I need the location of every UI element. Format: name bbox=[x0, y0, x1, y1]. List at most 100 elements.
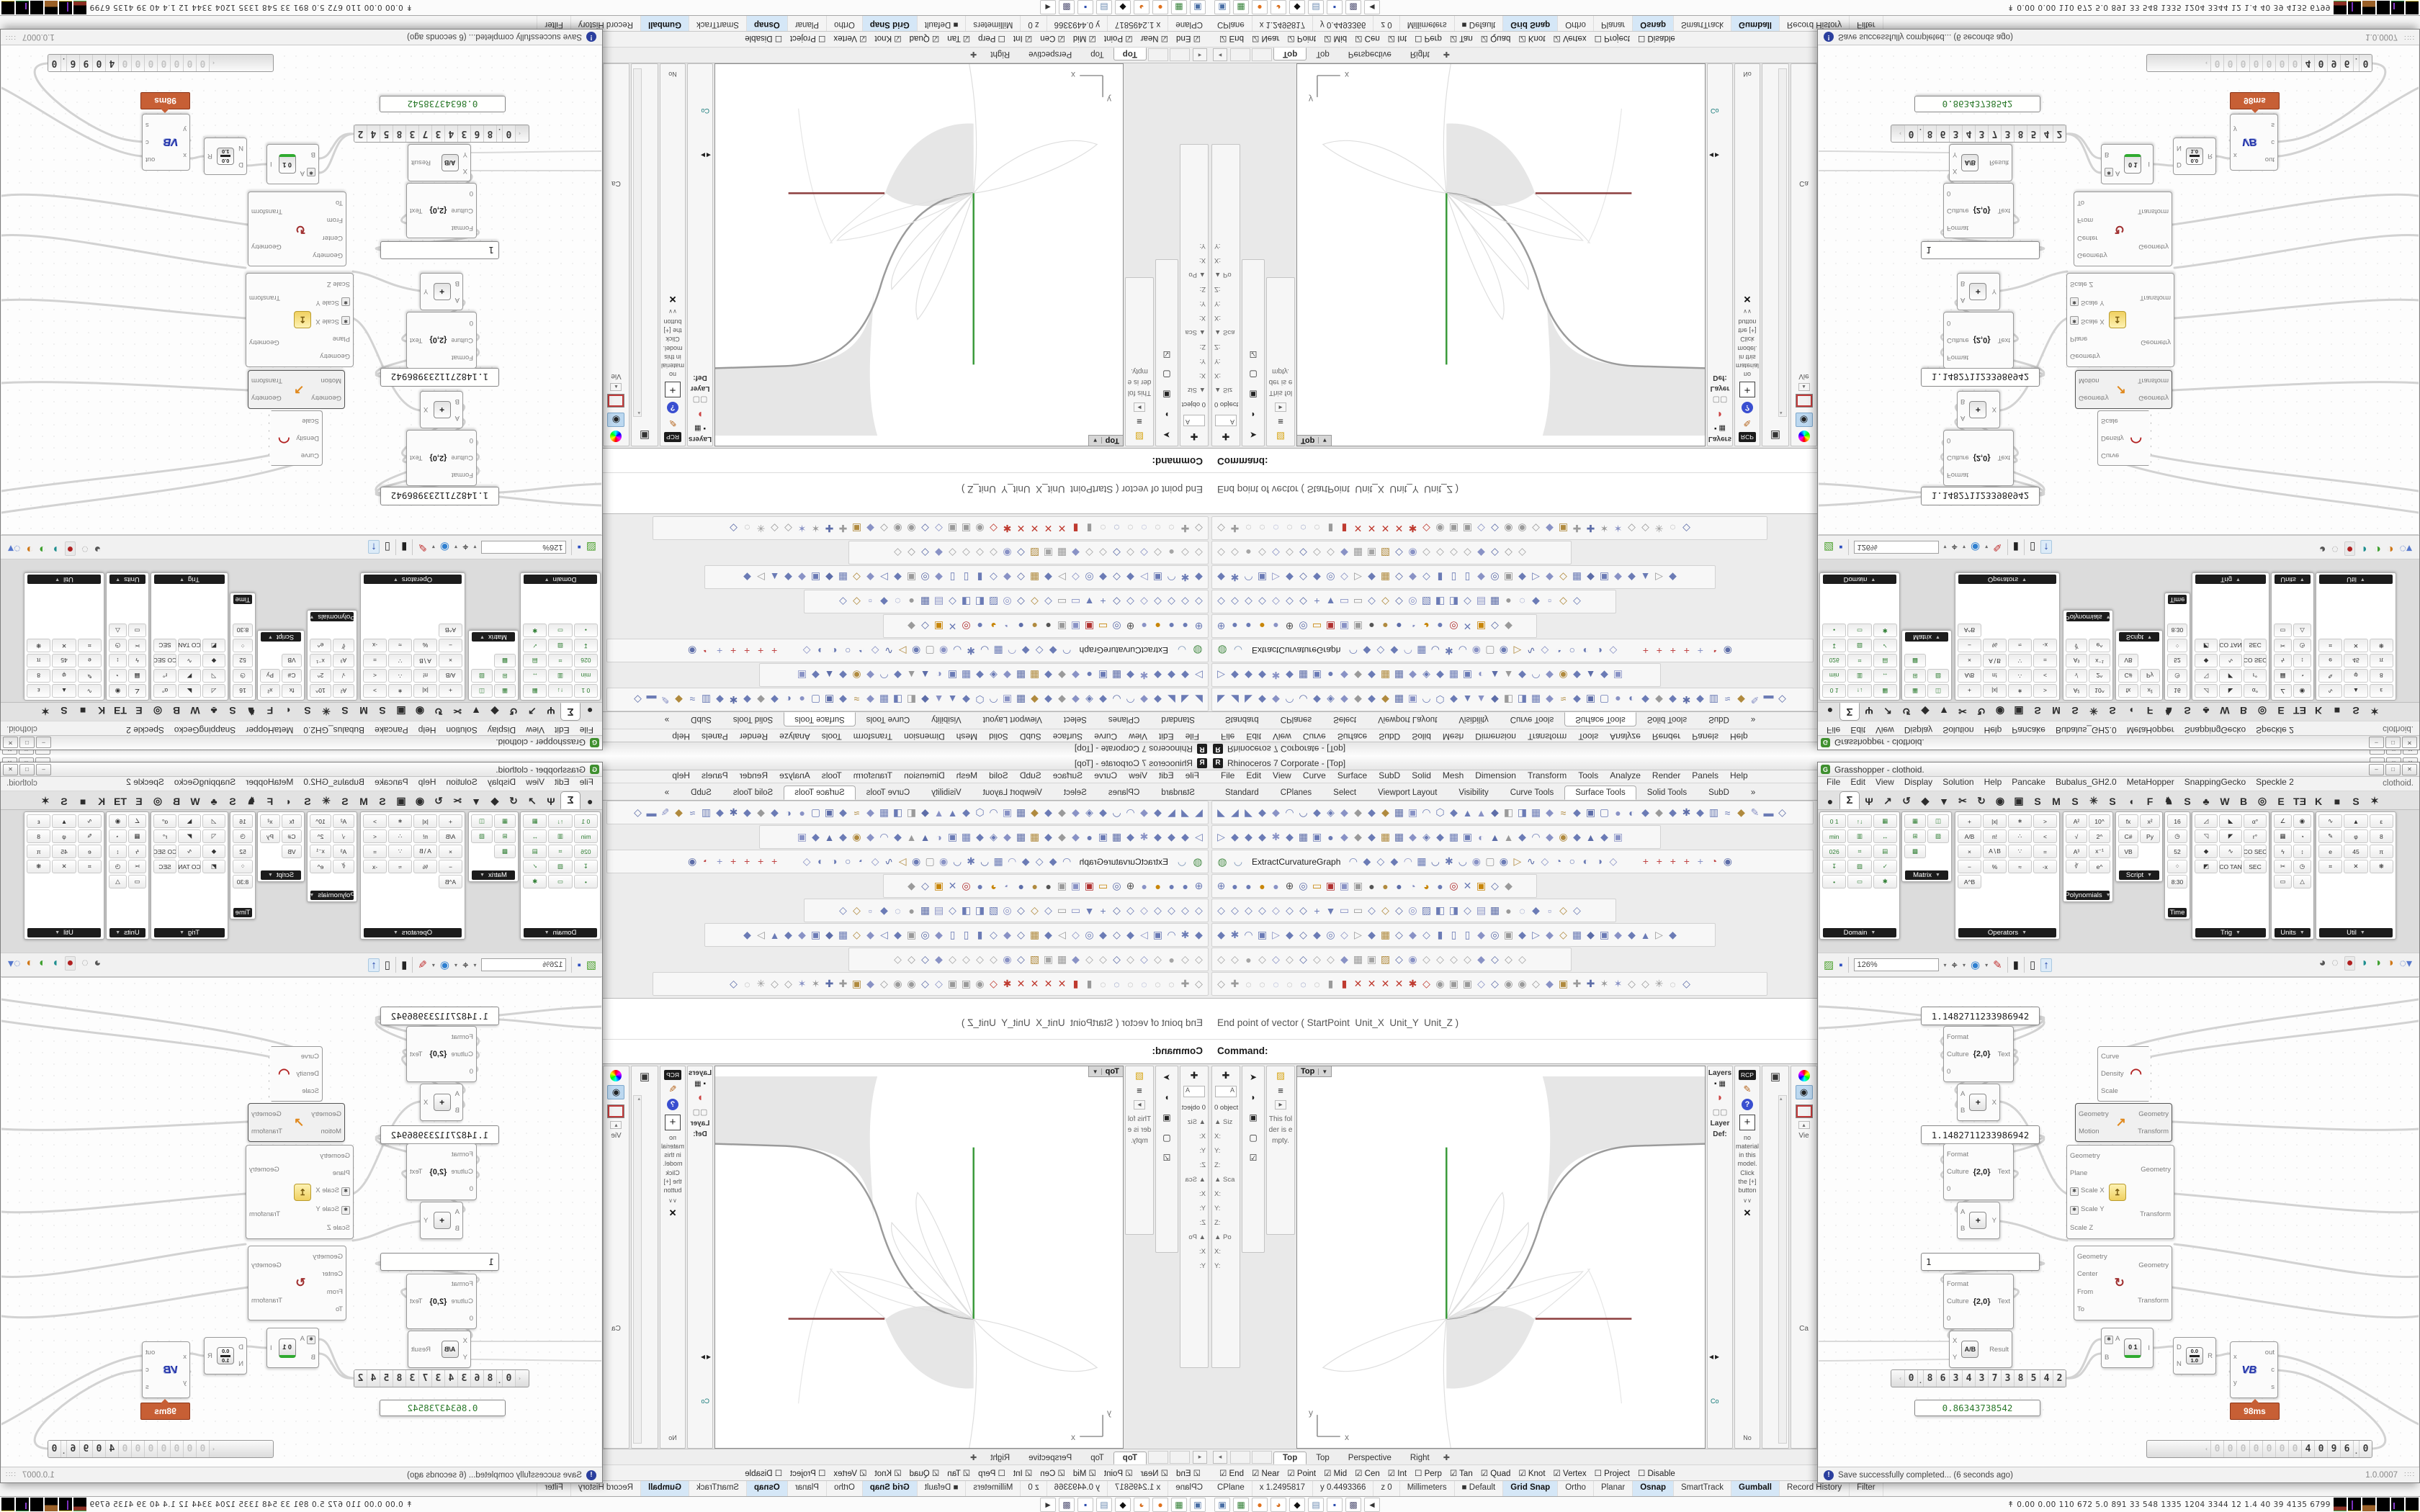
toolbar-icon[interactable]: ◠ bbox=[1244, 572, 1253, 583]
toolbar-icon[interactable]: ▮ bbox=[977, 572, 983, 583]
osnap-checkbox[interactable]: ☑ End bbox=[1219, 34, 1244, 43]
gh-menu-item[interactable]: Pancake bbox=[375, 777, 408, 787]
port-out[interactable]: Result bbox=[1989, 1345, 2009, 1354]
gumball-axes-icon[interactable]: ↑ bbox=[2040, 958, 2052, 972]
open-file-icon[interactable]: ▨ bbox=[1824, 541, 1834, 553]
toolbar-icon[interactable]: ◇ bbox=[1217, 904, 1225, 916]
toolbar-icon[interactable]: ◆ bbox=[1450, 806, 1458, 818]
osnap-checkbox[interactable]: ☑ Mid bbox=[1324, 1469, 1348, 1478]
toolbar-icon[interactable]: ◎ bbox=[1085, 929, 1094, 940]
component-icon[interactable]: ∿ bbox=[2219, 845, 2242, 858]
toolbar-icon[interactable]: ◌ bbox=[1168, 978, 1175, 990]
toolbar-icon[interactable]: ▬ bbox=[1763, 806, 1774, 819]
toolbar-icon[interactable]: ▣ bbox=[1312, 670, 1322, 681]
zoom-level-input[interactable] bbox=[1853, 541, 1939, 554]
scroller-digit[interactable]: 8 bbox=[1923, 125, 1936, 142]
rhino-menu-item[interactable]: View bbox=[1273, 732, 1291, 742]
gh-ribbon-tab-icon[interactable]: Σ bbox=[1839, 703, 1860, 721]
toolbar-icon[interactable]: ◇ bbox=[1017, 596, 1025, 608]
toolbar-icon[interactable]: ◆ bbox=[1195, 572, 1203, 583]
component-icon[interactable]: n! bbox=[413, 829, 437, 843]
gh-ribbon-tab-icon[interactable]: Ψ bbox=[1865, 705, 1873, 716]
component-icon[interactable]: x² bbox=[2140, 684, 2160, 698]
gh-component-stream-gate[interactable]: AB 0 1 I bbox=[266, 1328, 319, 1368]
toolbar-icon[interactable]: ◆ bbox=[935, 929, 943, 940]
gh-menu-item[interactable]: Display bbox=[487, 777, 516, 787]
port-in[interactable]: A bbox=[1960, 296, 1966, 304]
component-icon[interactable]: VB bbox=[282, 654, 302, 667]
port-in[interactable]: Scale Y bbox=[315, 297, 350, 307]
view-properties-panel[interactable]: ◉ ◉ ▴ Vie Ca bbox=[1791, 63, 1817, 446]
toolbar-icon[interactable]: ◇ bbox=[730, 523, 738, 534]
rhino-menu-item[interactable]: Mesh bbox=[1442, 732, 1464, 742]
scroller-digit[interactable]: 4 bbox=[106, 55, 119, 71]
component-icon[interactable]: ◉ bbox=[109, 684, 127, 698]
tray-monitor-icon[interactable]: ↟ bbox=[2007, 3, 2015, 12]
port-out[interactable]: R bbox=[2208, 152, 2213, 161]
gh-ribbon-tab-icon[interactable]: Σ bbox=[1839, 791, 1860, 809]
layers-panel[interactable]: Layers ▪ ▦ ◗ ▢▢ Layer Def: ◂ ▸ Co bbox=[687, 1066, 713, 1449]
viewport-tab[interactable]: Perspective bbox=[1028, 1454, 1072, 1462]
toolbar-icon[interactable]: ◆ bbox=[1072, 694, 1080, 706]
toolbar-icon[interactable]: ◇ bbox=[1609, 645, 1618, 657]
toolbar-icon[interactable]: ▣ bbox=[1366, 547, 1377, 559]
toolbar-icon[interactable]: ◇ bbox=[1126, 953, 1134, 965]
preview-eye-icon[interactable]: ◉ bbox=[1971, 541, 1981, 553]
toolbar-icon[interactable]: ◇ bbox=[962, 547, 970, 559]
palette-label[interactable]: Operators ▼ bbox=[364, 928, 462, 937]
toolbar-icon[interactable]: ◇ bbox=[1017, 904, 1025, 916]
toolbar-icon[interactable]: ▲ bbox=[1503, 669, 1514, 681]
gh-panel-value[interactable]: 1.1482711233986942 bbox=[1921, 368, 2040, 387]
camera-widget-icon[interactable]: ▮ bbox=[2012, 959, 2019, 971]
viewport-tab-stub[interactable] bbox=[1230, 48, 1250, 61]
toolbar-icon[interactable]: ◆ bbox=[1669, 929, 1677, 940]
chevron-down-icon[interactable]: ▾ bbox=[1962, 544, 1966, 551]
palette-label[interactable]: Time bbox=[2168, 908, 2187, 917]
port-in[interactable]: B bbox=[310, 1353, 315, 1362]
toolbar-icon[interactable]: ◉ bbox=[1559, 831, 1568, 842]
rhino-toolbar-tab[interactable]: Viewport Layout bbox=[982, 715, 1042, 724]
toolbar-icon[interactable]: ✕ bbox=[1030, 523, 1039, 534]
taskbar-app-icon[interactable]: ◆ bbox=[1289, 1497, 1305, 1512]
toolbar-icon[interactable]: ◆ bbox=[1021, 645, 1030, 657]
component-icon[interactable]: ↕ bbox=[2293, 845, 2311, 858]
help-icon[interactable]: ? bbox=[667, 1099, 678, 1110]
toolbar-icon[interactable]: ▦ bbox=[1489, 596, 1500, 608]
scroller-digit[interactable]: 9 bbox=[2327, 55, 2340, 71]
component-icon[interactable]: n! bbox=[1983, 829, 2007, 843]
gh-menu-item[interactable]: MetaHopper bbox=[2126, 725, 2174, 735]
digit-scroller[interactable]: ‹ 0 0 0 0 0 0 0 4 0 9 6. 0 bbox=[2146, 1440, 2372, 1458]
toolbar-icon[interactable]: ◇ bbox=[1381, 596, 1389, 608]
gh-component-format[interactable]: Format Culture 0 {2,0} Text bbox=[406, 430, 477, 486]
gh-component-curvature-graph[interactable]: Curve Density Scale ◠ bbox=[269, 1046, 323, 1102]
port-in[interactable]: Culture bbox=[1947, 454, 1969, 462]
component-icon[interactable]: ✎ bbox=[77, 829, 102, 843]
component-icon[interactable]: ϟ bbox=[2274, 845, 2292, 858]
toolbar-icon[interactable]: ▣ bbox=[1558, 978, 1569, 989]
gh-panel-value[interactable]: 1.1482711233986942 bbox=[380, 1125, 499, 1144]
gh-menu-item[interactable]: Pancake bbox=[375, 725, 408, 735]
component-icon[interactable]: ✂ bbox=[2274, 639, 2292, 652]
component-icon[interactable]: 0 1 bbox=[1822, 684, 1847, 698]
toolbar-icon[interactable]: ◆ bbox=[1072, 953, 1080, 965]
port-in[interactable]: Format bbox=[451, 223, 473, 232]
port-out[interactable]: Text bbox=[1997, 1168, 2010, 1176]
toolbar-icon[interactable]: ▣ bbox=[947, 670, 958, 681]
gh-ribbon-tab-icon[interactable]: E bbox=[2277, 705, 2285, 716]
toolbar-icon[interactable]: ✳ bbox=[756, 978, 766, 989]
gh-ribbon-tab-icon[interactable]: S bbox=[60, 796, 68, 807]
toolbar-icon[interactable]: ◇ bbox=[784, 523, 792, 534]
rhino-toolbar-tab[interactable]: Solid Tools bbox=[1646, 788, 1688, 797]
viewport-tab[interactable]: Top bbox=[1090, 1454, 1104, 1462]
scroller-digit[interactable]: 0 bbox=[132, 1441, 145, 1457]
dock-tool-icon[interactable]: ➤ bbox=[1249, 430, 1258, 440]
component-icon[interactable]: ∿ bbox=[77, 684, 102, 698]
scroller-digit[interactable]: 6 bbox=[1936, 125, 1949, 142]
port-in[interactable]: To bbox=[335, 198, 343, 207]
toolbar-icon[interactable]: ◇ bbox=[1113, 953, 1121, 965]
port-in[interactable]: Scale bbox=[2101, 417, 2118, 426]
toolbar-icon[interactable]: ◉ bbox=[1504, 523, 1513, 534]
toolbar-icon[interactable]: ◇ bbox=[1491, 880, 1499, 891]
toolbar-icon[interactable]: ◎ bbox=[920, 929, 930, 940]
